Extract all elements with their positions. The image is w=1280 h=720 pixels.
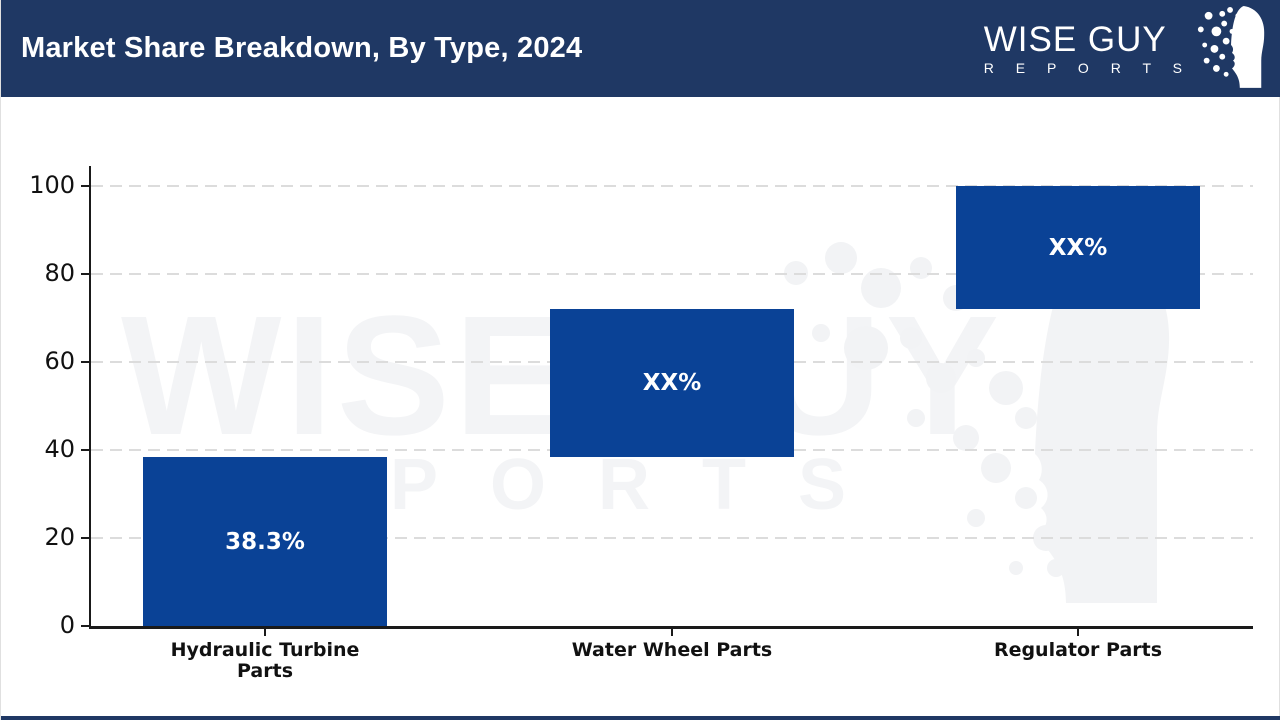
y-tick-mark (81, 273, 90, 275)
y-tick-label: 0 (59, 611, 75, 639)
bar-3: XX% (956, 186, 1200, 310)
bar-value-label: XX% (1048, 234, 1108, 261)
y-tick-label: 100 (29, 171, 75, 199)
logo-text: WISE GUY R E P O R T S (983, 19, 1191, 76)
x-category-label: Hydraulic Turbine Parts (170, 639, 360, 682)
bar-value-label: 38.3% (225, 528, 305, 555)
x-category-label: Water Wheel Parts (571, 639, 773, 661)
header-band: Market Share Breakdown, By Type, 2024 WI… (1, 0, 1280, 97)
y-tick-label: 20 (44, 523, 75, 551)
y-tick-mark (81, 537, 90, 539)
x-axis-line (89, 626, 1253, 629)
logo-subtext: R E P O R T S (983, 59, 1191, 76)
bar-value-label: XX% (642, 370, 702, 397)
y-axis-line (89, 166, 91, 628)
y-tick-mark (81, 625, 90, 627)
y-tick-label: 80 (44, 259, 75, 287)
x-tick-mark (1077, 629, 1079, 636)
wise-guy-reports-logo: WISE GUY R E P O R T S (984, 2, 1280, 95)
x-tick-mark (671, 629, 673, 636)
logo-face-icon (1193, 2, 1271, 95)
y-tick-mark (81, 449, 90, 451)
gridline-80 (91, 273, 1253, 275)
y-tick-label: 40 (44, 435, 75, 463)
footer-strip (1, 716, 1280, 720)
gridline-20 (91, 537, 1253, 539)
watermark-face-icon (761, 228, 1181, 623)
bar-2: XX% (550, 309, 794, 458)
y-tick-mark (81, 185, 90, 187)
x-category-label: Regulator Parts (993, 639, 1163, 661)
gridline-100 (91, 185, 1253, 187)
page-title: Market Share Breakdown, By Type, 2024 (21, 32, 583, 64)
y-tick-label: 60 (44, 347, 75, 375)
bar-1: 38.3% (143, 457, 387, 626)
logo-wordmark: WISE GUY (983, 19, 1167, 59)
y-tick-mark (81, 361, 90, 363)
x-tick-mark (264, 629, 266, 636)
